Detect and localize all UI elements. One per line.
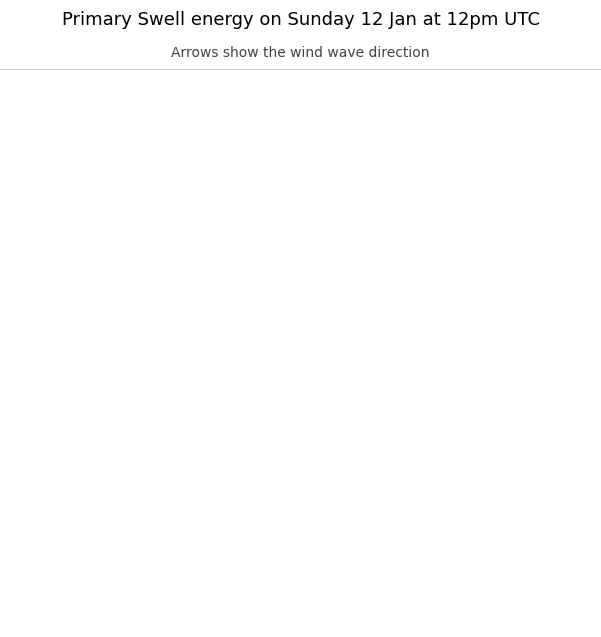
Text: Primary Swell energy on Sunday 12 Jan at 12pm UTC: Primary Swell energy on Sunday 12 Jan at… bbox=[61, 11, 540, 29]
Text: Arrows show the wind wave direction: Arrows show the wind wave direction bbox=[171, 46, 430, 59]
